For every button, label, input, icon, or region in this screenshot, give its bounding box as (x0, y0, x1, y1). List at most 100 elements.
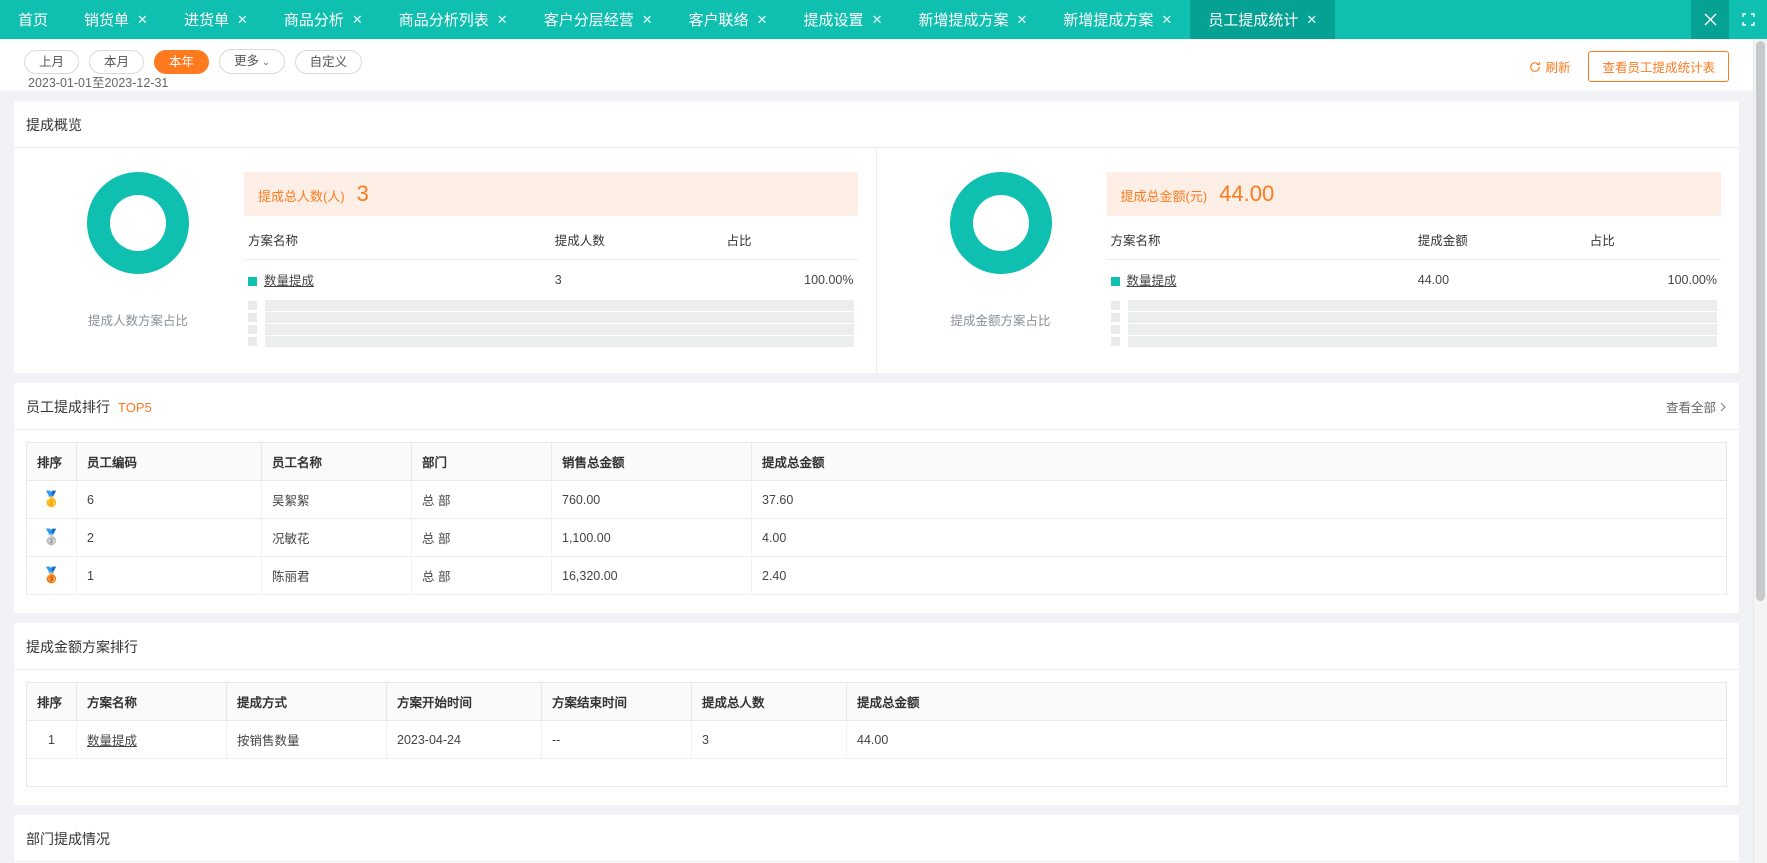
tab-home[interactable]: 首页 (0, 0, 66, 39)
chevron-right-icon (1720, 402, 1726, 411)
legend-swatch-icon (1110, 277, 1120, 287)
plan-ranking-title: 提成金额方案排行 (14, 623, 1739, 670)
tab-sales-order[interactable]: 销货单 ✕ (66, 0, 166, 39)
tab-close-icon[interactable]: ✕ (1161, 12, 1173, 27)
people-skeleton-rows (244, 299, 858, 347)
gold-medal-icon: 🥇 (42, 491, 61, 508)
col-employee-code: 员工编码 (76, 442, 262, 481)
tab-product-analysis[interactable]: 商品分析 ✕ (266, 0, 381, 39)
tab-label: 商品分析 (283, 12, 344, 29)
refresh-label: 刷新 (1545, 61, 1571, 75)
col-department: 部门 (411, 442, 552, 481)
chip-this-year[interactable]: 本年 (154, 49, 210, 74)
tab-customer-tiering[interactable]: 客户分层经营 ✕ (526, 0, 671, 39)
commission-overview-card: 提成概览 提成人数方案占比 提成总人数(人) 3 (14, 101, 1739, 373)
cell-ratio: 100.00% (804, 272, 854, 287)
tab-label: 新增提成方案 (1063, 12, 1154, 29)
amount-table: 方案名称 提成金额 占比 数量提成 44.00 (1106, 216, 1721, 299)
col-ratio: 占比 (1585, 216, 1721, 260)
empty-cell (27, 759, 1727, 787)
people-breakdown: 提成总人数(人) 3 方案名称 提成人数 占比 (244, 172, 858, 347)
tab-close-icon[interactable]: ✕ (1016, 12, 1028, 27)
cell-total-amount: 44.00 (846, 720, 1727, 759)
chip-label: 自定义 (309, 54, 348, 69)
table-row[interactable]: 🥇 6 吴絮絮 总 部 760.00 37.60 (26, 480, 1727, 519)
refresh-button[interactable]: 刷新 (1529, 57, 1570, 76)
col-plan-name: 方案名称 (76, 682, 227, 721)
tab-close-icon[interactable]: ✕ (641, 12, 653, 27)
chip-last-month[interactable]: 上月 (24, 49, 80, 74)
tab-close-icon[interactable]: ✕ (871, 12, 883, 27)
cell-total-sales: 1,100.00 (551, 518, 752, 557)
tab-label: 进货单 (183, 12, 229, 29)
tab-close-icon[interactable]: ✕ (236, 12, 248, 27)
cell-people-count: 3 (554, 272, 562, 287)
tab-new-commission-plan-2[interactable]: 新增提成方案 ✕ (1045, 0, 1190, 39)
cell-total-commission: 37.60 (751, 480, 1727, 519)
tab-close-icon[interactable]: ✕ (351, 12, 363, 27)
plan-name-link[interactable]: 数量提成 (264, 274, 315, 288)
tab-purchase-order[interactable]: 进货单 ✕ (166, 0, 266, 39)
tab-label: 客户联络 (688, 12, 749, 29)
table-row[interactable]: 🥈 2 况敏花 总 部 1,100.00 4.00 (26, 518, 1727, 557)
close-icon[interactable] (1691, 0, 1729, 39)
ranking-title-text: 员工提成排行 (26, 399, 110, 415)
amount-skeleton-rows (1107, 299, 1722, 347)
table-row[interactable]: 1 数量提成 按销售数量 2023-04-24 -- 3 44.00 (26, 720, 1727, 759)
cell-rank: 1 (26, 720, 77, 759)
chip-more[interactable]: 更多 ⌄ (219, 49, 285, 74)
cell-total-commission: 4.00 (751, 518, 1727, 557)
ranking-title-badge: TOP5 (118, 400, 152, 415)
col-end-time: 方案结束时间 (541, 682, 692, 721)
cell-commission-method: 按销售数量 (226, 720, 387, 759)
tab-customer-contact[interactable]: 客户联络 ✕ (671, 0, 786, 39)
col-people-count: 提成人数 (550, 216, 723, 260)
tab-label: 客户分层经营 (543, 12, 634, 29)
amount-donut-caption: 提成金额方案占比 (950, 314, 1051, 328)
overview-people-panel: 提成人数方案占比 提成总人数(人) 3 方案名称 提成人 (14, 148, 877, 373)
vertical-scrollbar[interactable] (1753, 39, 1767, 863)
plan-ranking-title-text: 提成金额方案排行 (26, 639, 138, 655)
skeleton-row (1107, 323, 1722, 335)
skeleton-row (244, 335, 858, 347)
people-total-label: 提成总人数(人) (258, 189, 345, 204)
skeleton-row (244, 299, 858, 311)
amount-total-banner: 提成总金额(元) 44.00 (1106, 172, 1721, 216)
cell-department: 总 部 (411, 480, 552, 519)
tab-bar-spacer (1335, 0, 1691, 39)
cell-amount: 44.00 (1417, 272, 1450, 287)
view-commission-report-button[interactable]: 查看员工提成统计表 (1588, 51, 1729, 82)
plan-ranking-table-wrap: 排序 方案名称 提成方式 方案开始时间 方案结束时间 提成总人数 提成总金额 1 (14, 670, 1739, 805)
tab-close-icon[interactable]: ✕ (137, 12, 148, 27)
cell-employee-code: 6 (76, 480, 262, 519)
plan-name-link[interactable]: 数量提成 (87, 734, 138, 748)
table-row[interactable]: 🥉 1 陈丽君 总 部 16,320.00 2.40 (26, 556, 1727, 595)
department-title: 部门提成情况 (14, 815, 1739, 862)
view-all-button[interactable]: 查看全部 (1666, 397, 1727, 416)
ranking-table: 排序 员工编码 员工名称 部门 销售总金额 提成总金额 🥇 6 吴絮絮 (26, 442, 1727, 595)
donut-shape (949, 172, 1052, 274)
chip-this-month[interactable]: 本月 (89, 49, 145, 74)
col-ratio: 占比 (722, 216, 858, 260)
cell-employee-name: 吴絮絮 (261, 480, 412, 519)
chip-custom[interactable]: 自定义 (294, 49, 363, 74)
table-row: 数量提成 3 100.00% (244, 260, 858, 300)
tab-product-analysis-list[interactable]: 商品分析列表 ✕ (381, 0, 526, 39)
tab-close-icon[interactable]: ✕ (496, 12, 508, 27)
tab-close-icon[interactable]: ✕ (1306, 12, 1318, 27)
maximize-icon[interactable] (1729, 0, 1767, 39)
tab-employee-commission-stats[interactable]: 员工提成统计 ✕ (1190, 0, 1336, 39)
cell-employee-code: 1 (76, 556, 262, 595)
tab-new-commission-plan-1[interactable]: 新增提成方案 ✕ (900, 0, 1045, 39)
plan-name-link[interactable]: 数量提成 (1126, 274, 1177, 288)
tab-commission-settings[interactable]: 提成设置 ✕ (786, 0, 901, 39)
department-commission-card: 部门提成情况 序号 部门名称 提成方式 方案开始时间 方案结束时间 参与提成人数… (14, 815, 1739, 863)
col-plan-name: 方案名称 (1106, 216, 1414, 260)
tab-close-icon[interactable]: ✕ (756, 12, 768, 27)
amount-breakdown: 提成总金额(元) 44.00 方案名称 提成金额 占比 (1106, 172, 1722, 347)
cell-rank-medal: 🥈 (26, 518, 77, 557)
scrollbar-thumb[interactable] (1756, 41, 1765, 601)
col-start-time: 方案开始时间 (386, 682, 542, 721)
plan-amount-ranking-card: 提成金额方案排行 排序 方案名称 提成方式 方案开始时间 方案结束时间 提成总人… (14, 623, 1739, 805)
page-content: 上月 本月 本年 更多 ⌄ 自定义 2023-01-01至2023-12-31 (0, 39, 1767, 863)
